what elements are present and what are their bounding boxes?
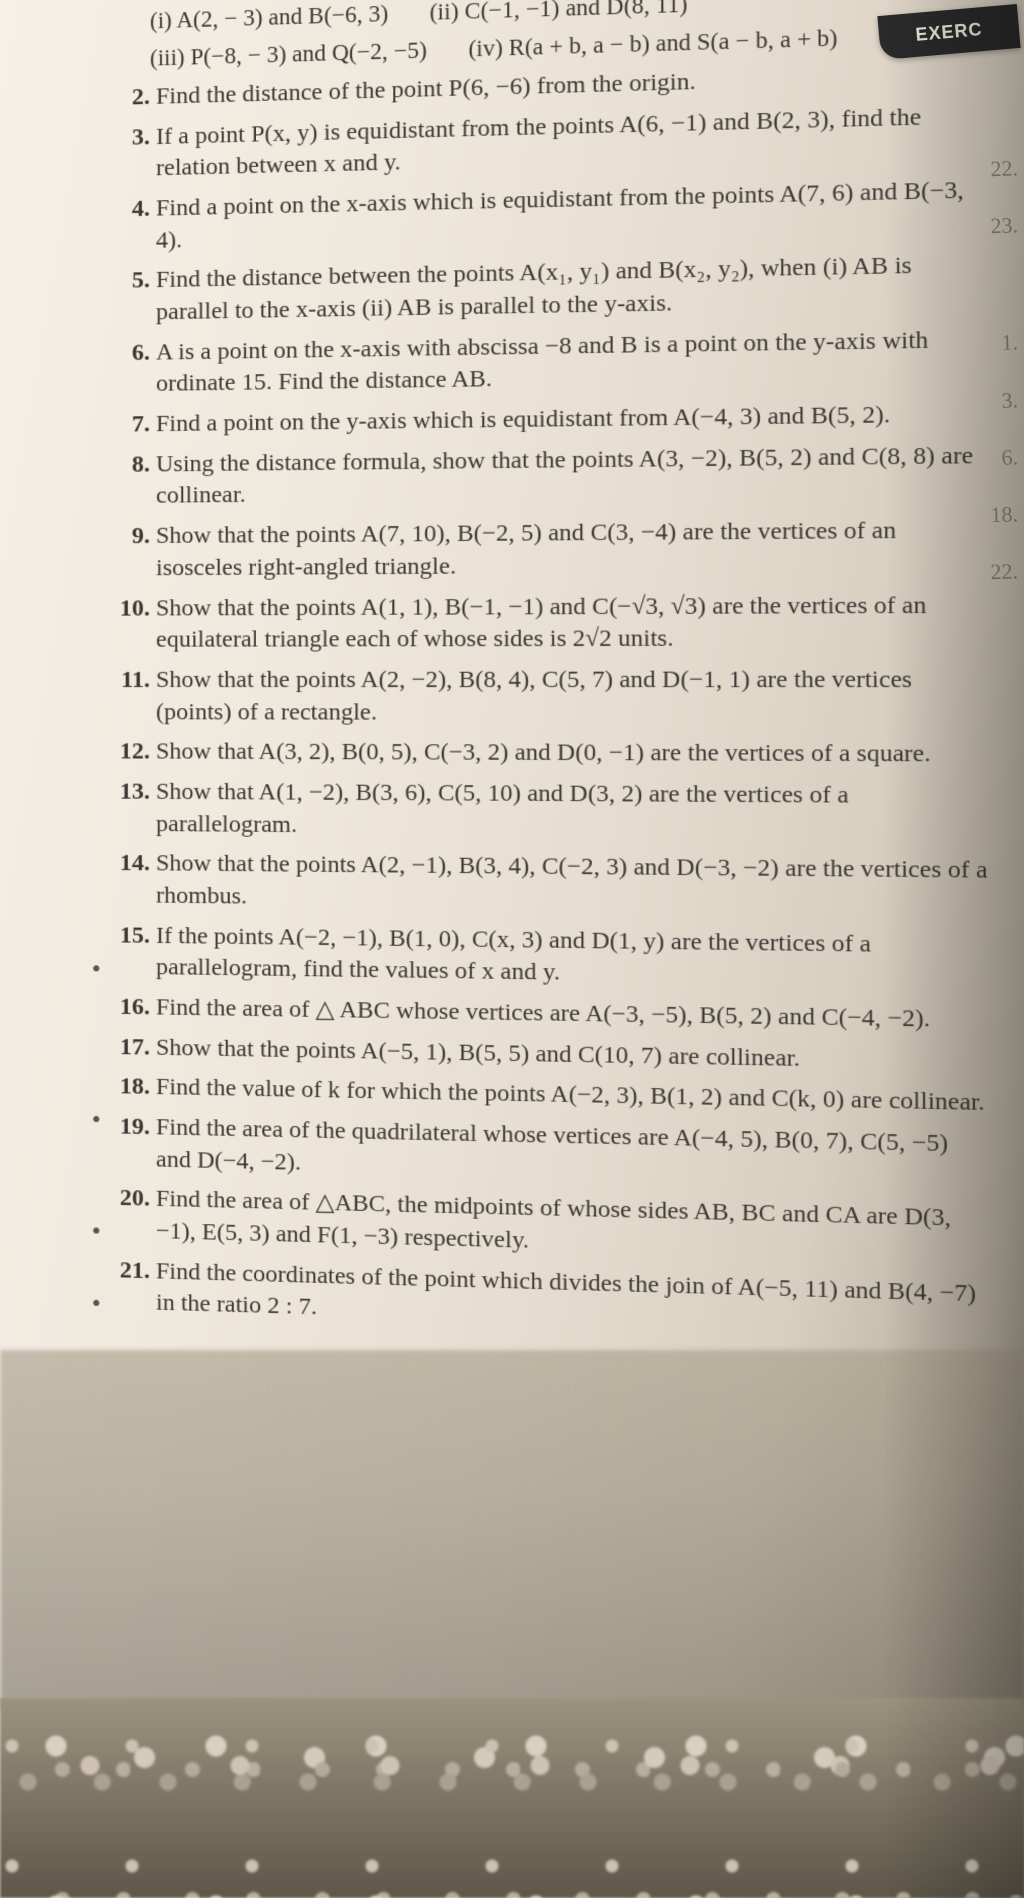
question-item: Show that the points A(1, 1), B(−1, −1) … <box>110 589 991 656</box>
adjacent-page-numbers: 22. 23. 1. 3. 6. 18. 22. <box>978 140 1018 600</box>
question-item: Find the area of △ ABC whose vertices ar… <box>110 991 991 1037</box>
question-item: Show that the points A(−5, 1), B(5, 5) a… <box>110 1031 991 1079</box>
textbook-page: (i) A(2, − 3) and B(−6, 3) (ii) C(−1, −1… <box>0 0 1024 1402</box>
question-item: Find a point on the x-axis which is equi… <box>110 174 991 258</box>
side-num: 1. <box>977 314 1019 373</box>
sub-item: (ii) C(−1, −1) and D(8, 11) <box>430 0 688 28</box>
question-item: Find the area of the quadrilateral whose… <box>110 1111 991 1195</box>
fabric-pattern <box>0 1698 1024 1898</box>
page-root: (i) A(2, − 3) and B(−6, 3) (ii) C(−1, −1… <box>0 0 1024 1898</box>
question-item: Find the coordinates of the point which … <box>110 1255 991 1345</box>
side-num: 22. <box>977 542 1019 601</box>
question-item: Find a point on the y-axis which is equi… <box>110 398 991 441</box>
side-num: 23. <box>977 197 1019 256</box>
question-item: Find the area of △ABC, the midpoints of … <box>110 1183 991 1270</box>
question-item: Show that the points A(2, −1), B(3, 4), … <box>110 848 991 921</box>
question-item: Show that A(1, −2), B(3, 6), C(5, 10) an… <box>110 776 991 846</box>
question-item: A is a point on the x-axis with abscissa… <box>110 324 991 402</box>
question-item: If the points A(−2, −1), B(1, 0), C(x, 3… <box>110 920 991 996</box>
question-item: If a point P(x, y) is equidistant from t… <box>110 100 991 187</box>
side-num: 6. <box>977 428 1019 487</box>
question-item: Show that the points A(2, −2), B(8, 4), … <box>110 664 991 730</box>
question-list: Find the distance of the point P(6, −6) … <box>110 58 991 1344</box>
question-item: Show that the points A(7, 10), B(−2, 5) … <box>110 515 991 585</box>
side-num: 18. <box>977 485 1019 544</box>
sub-item: (i) A(2, − 3) and B(−6, 3) <box>150 0 388 36</box>
question-item: Find the distance between the points A(x… <box>110 249 991 330</box>
question-item: Show that A(3, 2), B(0, 5), C(−3, 2) and… <box>110 736 991 771</box>
sub-item: (iii) P(−8, − 3) and Q(−2, −5) <box>150 34 427 74</box>
side-num: 3. <box>977 371 1019 430</box>
sub-item: (iv) R(a + b, a − b) and S(a − b, a + b) <box>468 22 837 65</box>
background-blur <box>0 1350 1024 1710</box>
side-num: 22. <box>977 139 1019 198</box>
question-item: Using the distance formula, show that th… <box>110 440 991 513</box>
